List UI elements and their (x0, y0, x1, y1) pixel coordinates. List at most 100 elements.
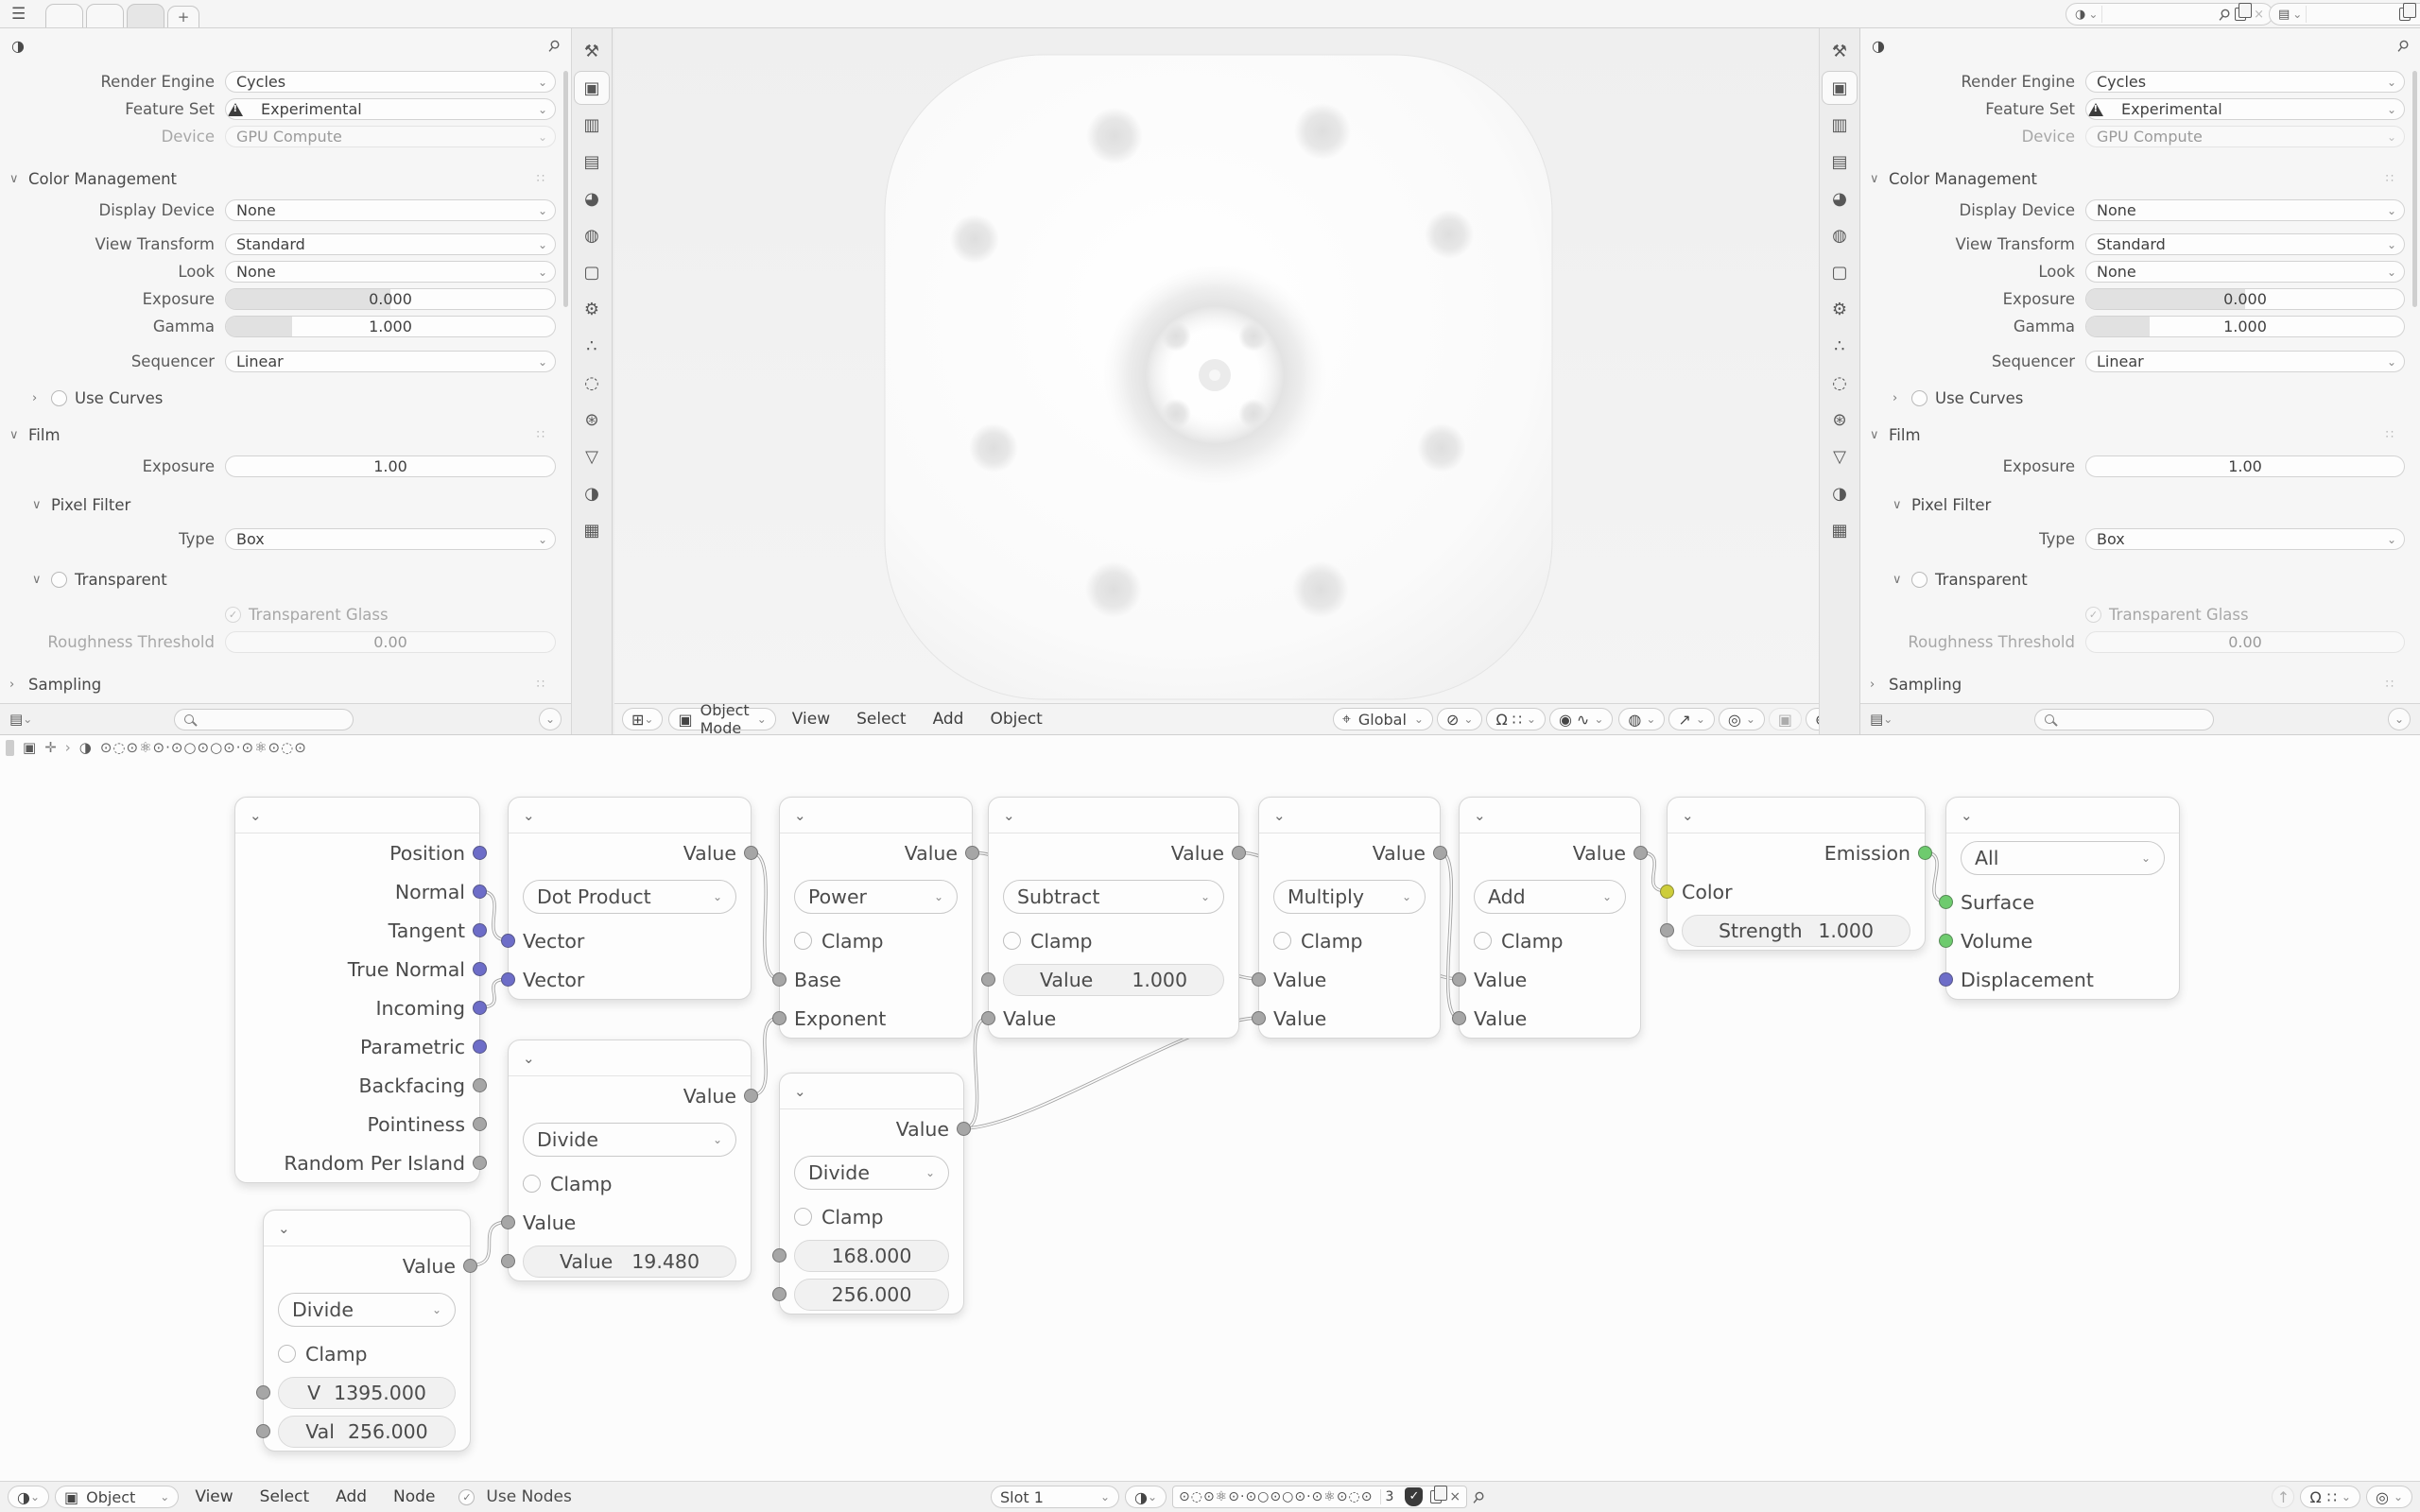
field-render-engine[interactable]: Cycles ⌄ (2085, 71, 2405, 93)
field-gamma[interactable]: 1.000 (225, 316, 556, 337)
properties-tab-texture[interactable]: ▦ (1831, 520, 1848, 541)
value-field[interactable]: Value 19.480 (523, 1245, 736, 1278)
properties-tab-output[interactable]: ▥ (1831, 114, 1848, 135)
checkbox-clamp[interactable] (1273, 932, 1291, 950)
node-header[interactable]: ⌄ (1668, 798, 1925, 833)
checkbox-transparent[interactable] (51, 572, 67, 588)
input-socket-exponent[interactable] (772, 1010, 786, 1025)
close-icon[interactable]: × (2418, 8, 2420, 22)
input-socket-value[interactable] (981, 971, 995, 987)
properties-tab-particles[interactable]: ∴ (586, 335, 597, 356)
menu-node[interactable]: Node (393, 1487, 436, 1506)
app-menu-icon[interactable]: ☰ (11, 5, 26, 24)
pin-icon[interactable]: ⚲ (544, 34, 564, 57)
subsection-pixel-filter[interactable]: ∨ Pixel Filter (1860, 491, 2420, 519)
output-socket-backfacing[interactable] (473, 1077, 487, 1092)
snap-pill[interactable]: ⊘ ⌄ (1436, 708, 1483, 730)
collapse-chevron-icon[interactable]: ⌄ (1273, 806, 1286, 824)
workspace-tab-2[interactable] (86, 4, 124, 27)
field-look[interactable]: None ⌄ (2085, 261, 2405, 283)
collapse-chevron-icon[interactable]: ⌄ (1003, 806, 1015, 824)
menu-object[interactable]: Object (990, 710, 1043, 729)
expand-button[interactable]: ⌄ (539, 708, 562, 730)
output-socket-value[interactable] (1433, 845, 1447, 860)
material-output-node[interactable]: ⌄ All ⌄ Surface Volume Displacement (1939, 797, 2180, 1000)
field-type[interactable]: Box ⌄ (225, 528, 556, 550)
input-socket-vector[interactable] (501, 933, 515, 948)
overlays-dropdown[interactable]: ◎ ⌄ (1718, 708, 1765, 730)
field-display-device[interactable]: None ⌄ (225, 199, 556, 221)
subsection-pixel-filter[interactable]: ∨ Pixel Filter (0, 491, 571, 519)
magnet-icon[interactable]: Ω (2309, 1487, 2322, 1506)
section-film[interactable]: ∨ Film ∷ (0, 421, 571, 449)
properties-tab-tool[interactable]: ⚒ (1831, 41, 1848, 61)
checkbox-clamp[interactable] (1003, 932, 1021, 950)
field-exposure[interactable]: 0.000 (225, 288, 556, 310)
shading-wireframe-icon[interactable]: ⊕ (1815, 711, 1819, 729)
input-socket-volume[interactable] (1939, 933, 1953, 948)
emission-node[interactable]: ⌄ Emission Color Strength 1.000 (1660, 797, 1932, 951)
collapse-chevron-icon[interactable]: ⌄ (794, 1082, 806, 1100)
input-socket-value[interactable] (1452, 971, 1466, 987)
shader-node-editor[interactable]: ▣ ✛ › ◑ ⊙◌⊙⚛⊙·⊙○⊙○⊙·⊙⚛⊙◌⊙ ⌄ Position Norma… (0, 734, 2420, 1512)
chevron-down-icon[interactable]: ⌄ (23, 713, 33, 726)
field-exposure[interactable]: 1.00 (2085, 455, 2405, 477)
close-icon[interactable]: × (2254, 7, 2265, 22)
go-to-parent-icon[interactable]: ↑ (2272, 1486, 2295, 1508)
scene-name-field[interactable] (2101, 6, 2215, 23)
view-layer-selector[interactable]: ▤ ⌄ × (2269, 2, 2420, 26)
node-header[interactable]: ⌄ (1259, 798, 1440, 833)
output-socket-value[interactable] (744, 1088, 758, 1103)
input-socket-base[interactable] (772, 971, 786, 987)
field-view-transform[interactable]: Standard ⌄ (2085, 233, 2405, 255)
properties-tab-modifiers[interactable]: ⚙ (583, 299, 600, 319)
workspace-tab-3[interactable] (127, 4, 164, 27)
slot-dropdown[interactable]: Slot 1 ⌄ (991, 1486, 1119, 1508)
output-socket-incoming[interactable] (473, 1000, 487, 1015)
collapse-chevron-icon[interactable]: ⌄ (794, 806, 806, 824)
scrollbar[interactable] (2412, 71, 2417, 307)
copy-icon[interactable] (2235, 2, 2252, 21)
field-exposure[interactable]: 1.00 (225, 455, 556, 477)
collapse-chevron-icon[interactable]: ⌄ (523, 806, 535, 824)
input-socket-v[interactable] (256, 1384, 270, 1400)
output-socket-position[interactable] (473, 845, 487, 860)
field-gamma[interactable]: 1.000 (2085, 316, 2405, 337)
field-feature-set[interactable]: Experimental ⌄ (2085, 98, 2405, 120)
value-field[interactable]: Value 1.000 (1003, 963, 1224, 996)
properties-tab-modifiers[interactable]: ⚙ (1831, 299, 1848, 319)
field-view-transform[interactable]: Standard ⌄ (225, 233, 556, 255)
checkbox-clamp[interactable] (1474, 932, 1492, 950)
properties-tab-world[interactable]: ◍ (584, 225, 599, 246)
node-canvas[interactable]: ⌄ Position Normal Tangent True Normal Incomin… (0, 758, 2420, 1481)
collapse-chevron-icon[interactable]: ⌄ (1474, 806, 1486, 824)
input-socket-value[interactable] (501, 1253, 515, 1268)
gizmo-dropdown[interactable]: ↗ ⌄ (1668, 708, 1715, 730)
overlays-toggle[interactable]: ◎ ⌄ (2365, 1486, 2412, 1508)
drag-dots-icon[interactable]: ∷ (2385, 678, 2394, 692)
mode-dropdown[interactable]: ▣ Object Mode ⌄ (668, 701, 776, 734)
operation-dropdown[interactable]: Multiply ⌄ (1273, 880, 1426, 914)
new-workspace-tab-button[interactable]: + (167, 6, 199, 27)
use-nodes-checkbox[interactable]: ✓ (458, 1488, 475, 1505)
material-name-field[interactable]: ⊙◌⊙⚛⊙·⊙○⊙○⊙·⊙⚛⊙◌⊙ 3 ✓ × (1172, 1485, 1468, 1508)
properties-tab-output[interactable]: ▥ (583, 114, 600, 135)
close-icon[interactable]: × (1449, 1489, 1461, 1504)
checkbox-transparent-glass[interactable]: ✓ (2085, 607, 2101, 623)
proportional-edit-pill[interactable]: ◉ ∿ ⌄ (1548, 708, 1614, 730)
collapse-chevron-icon[interactable]: ⌄ (523, 1049, 535, 1067)
value-field[interactable]: Val 256.000 (278, 1415, 456, 1448)
input-socket-value[interactable] (501, 1214, 515, 1229)
drag-dots-icon[interactable]: ∷ (536, 172, 544, 186)
field-look[interactable]: None ⌄ (225, 261, 556, 283)
editor-type-selector[interactable]: ⊞ ⌄ (622, 708, 664, 730)
input-socket-168-000[interactable] (772, 1247, 786, 1263)
section-color-management[interactable]: ∨ Color Management ∷ (1860, 165, 2420, 193)
snapping-group[interactable]: Ω ∷ ⌄ (2300, 1486, 2360, 1508)
section-color-management[interactable]: ∨ Color Management ∷ (0, 165, 571, 193)
properties-tab-object-data[interactable]: ▽ (585, 446, 598, 467)
drag-dots-icon[interactable]: ∷ (2385, 428, 2394, 442)
node-header[interactable]: ⌄ (989, 798, 1238, 833)
search-input[interactable] (2034, 708, 2215, 730)
pin-icon[interactable]: ⚲ (2214, 3, 2235, 26)
